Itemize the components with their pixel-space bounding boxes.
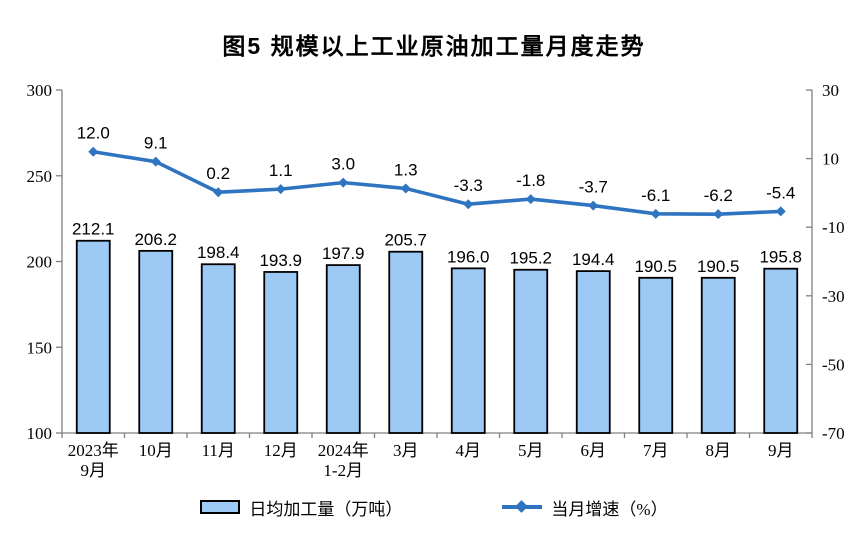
line-value-label: 3.0 — [331, 155, 355, 174]
line-diamond-marker — [713, 209, 724, 220]
y-axis-right-tick-label: -50 — [822, 355, 845, 374]
line-value-label: 1.3 — [394, 160, 418, 179]
line-diamond-marker — [400, 183, 411, 194]
line-series-label: 当月增速（%） — [551, 499, 668, 519]
bar-value-label: 190.5 — [697, 257, 740, 276]
line-diamond-marker — [150, 156, 161, 167]
y-axis-right-tick-label: -30 — [822, 287, 845, 306]
bar-value-label: 212.1 — [72, 220, 115, 239]
legend-item-bar-series: 日均加工量（万吨） — [200, 495, 402, 520]
bar-value-label: 195.2 — [509, 249, 552, 268]
bar-value-label: 198.4 — [197, 243, 240, 262]
line-value-label: -3.3 — [454, 176, 483, 195]
y-axis-left-tick-label: 300 — [27, 81, 53, 100]
line-series-swatch — [502, 500, 543, 513]
bar-value-label: 194.4 — [572, 250, 615, 269]
y-axis-right-tick-label: -10 — [822, 218, 845, 237]
x-axis-category-label: 2023年 9月 — [68, 441, 119, 480]
bar-value-label: 193.9 — [259, 251, 302, 270]
chart-legend: 日均加工量（万吨） 当月增速（%） — [0, 494, 868, 520]
line-value-label: 9.1 — [144, 134, 168, 153]
line-diamond-marker — [525, 194, 536, 205]
bar — [75, 239, 111, 434]
combo-chart-plot: 100 150 200 250 300 -70 -50 -30 -10 10 30 2023年 9月 10… — [27, 81, 845, 480]
line-value-label: -5.4 — [766, 183, 795, 202]
x-axis-category-label: 12月 — [264, 441, 298, 460]
x-axis-category-label: 5月 — [518, 441, 544, 460]
chart-title: 图5 规模以上工业原油加工量月度走势 — [222, 33, 646, 59]
y-axis-right-tick-label: -70 — [822, 424, 845, 443]
bar — [138, 249, 174, 434]
line-value-label: 12.0 — [77, 124, 110, 143]
line-diamond-marker — [338, 177, 349, 188]
x-axis-category-label: 8月 — [706, 441, 732, 460]
bar-value-label: 206.2 — [134, 230, 177, 249]
bar — [450, 267, 486, 434]
bar — [700, 276, 736, 434]
line-swatch-diamond-marker — [515, 500, 529, 513]
y-axis-left-tick-label: 200 — [27, 253, 53, 272]
x-axis-category-label: 3月 — [393, 441, 419, 460]
line-diamond-marker — [588, 200, 599, 211]
line-diamond-marker — [213, 187, 224, 198]
line-diamond-marker — [775, 206, 786, 217]
line-diamond-marker — [463, 199, 474, 210]
line-value-label: 0.2 — [206, 164, 230, 183]
bar-value-label: 196.0 — [447, 247, 490, 266]
line-value-label: -3.7 — [579, 178, 608, 197]
bar-series-swatch — [200, 500, 241, 514]
bar — [575, 270, 611, 434]
growth-line — [91, 149, 783, 216]
bar — [263, 271, 299, 434]
bar-value-label: 205.7 — [384, 231, 427, 250]
bar-value-label: 197.9 — [322, 244, 365, 263]
y-axis-right-tick-label: 10 — [822, 150, 839, 169]
y-axis-right-tick-label: 30 — [822, 81, 839, 100]
bar — [513, 268, 549, 434]
bar — [388, 250, 424, 434]
line-diamond-marker — [88, 146, 99, 157]
x-axis-category-label: 9月 — [768, 441, 794, 460]
x-axis-category-label: 11月 — [202, 441, 235, 460]
y-axis-left-tick-label: 150 — [27, 338, 53, 357]
x-axis-category-label: 6月 — [581, 441, 607, 460]
y-axis-left-tick-label: 250 — [27, 167, 53, 186]
x-axis-category-label: 10月 — [139, 441, 173, 460]
y-axis-left-tick-label: 100 — [27, 424, 53, 443]
bar — [638, 276, 674, 434]
x-axis-category-label: 7月 — [643, 441, 669, 460]
bar — [763, 267, 799, 434]
line-value-label: -6.2 — [704, 186, 733, 205]
bar — [325, 264, 361, 434]
x-axis-category-label: 2024年 1-2月 — [318, 441, 369, 480]
bar-value-label: 190.5 — [634, 257, 677, 276]
bar — [200, 263, 236, 434]
line-diamond-marker — [650, 208, 661, 219]
line-diamond-marker — [275, 184, 286, 195]
bar-series-label: 日均加工量（万吨） — [249, 499, 403, 519]
bar-value-label: 195.8 — [759, 248, 802, 267]
line-value-label: -6.1 — [641, 186, 670, 205]
x-axis-category-label: 4月 — [456, 441, 482, 460]
legend-item-line-series: 当月增速（%） — [502, 495, 668, 520]
line-value-label: -1.8 — [516, 171, 545, 190]
line-value-label: 1.1 — [269, 161, 293, 180]
